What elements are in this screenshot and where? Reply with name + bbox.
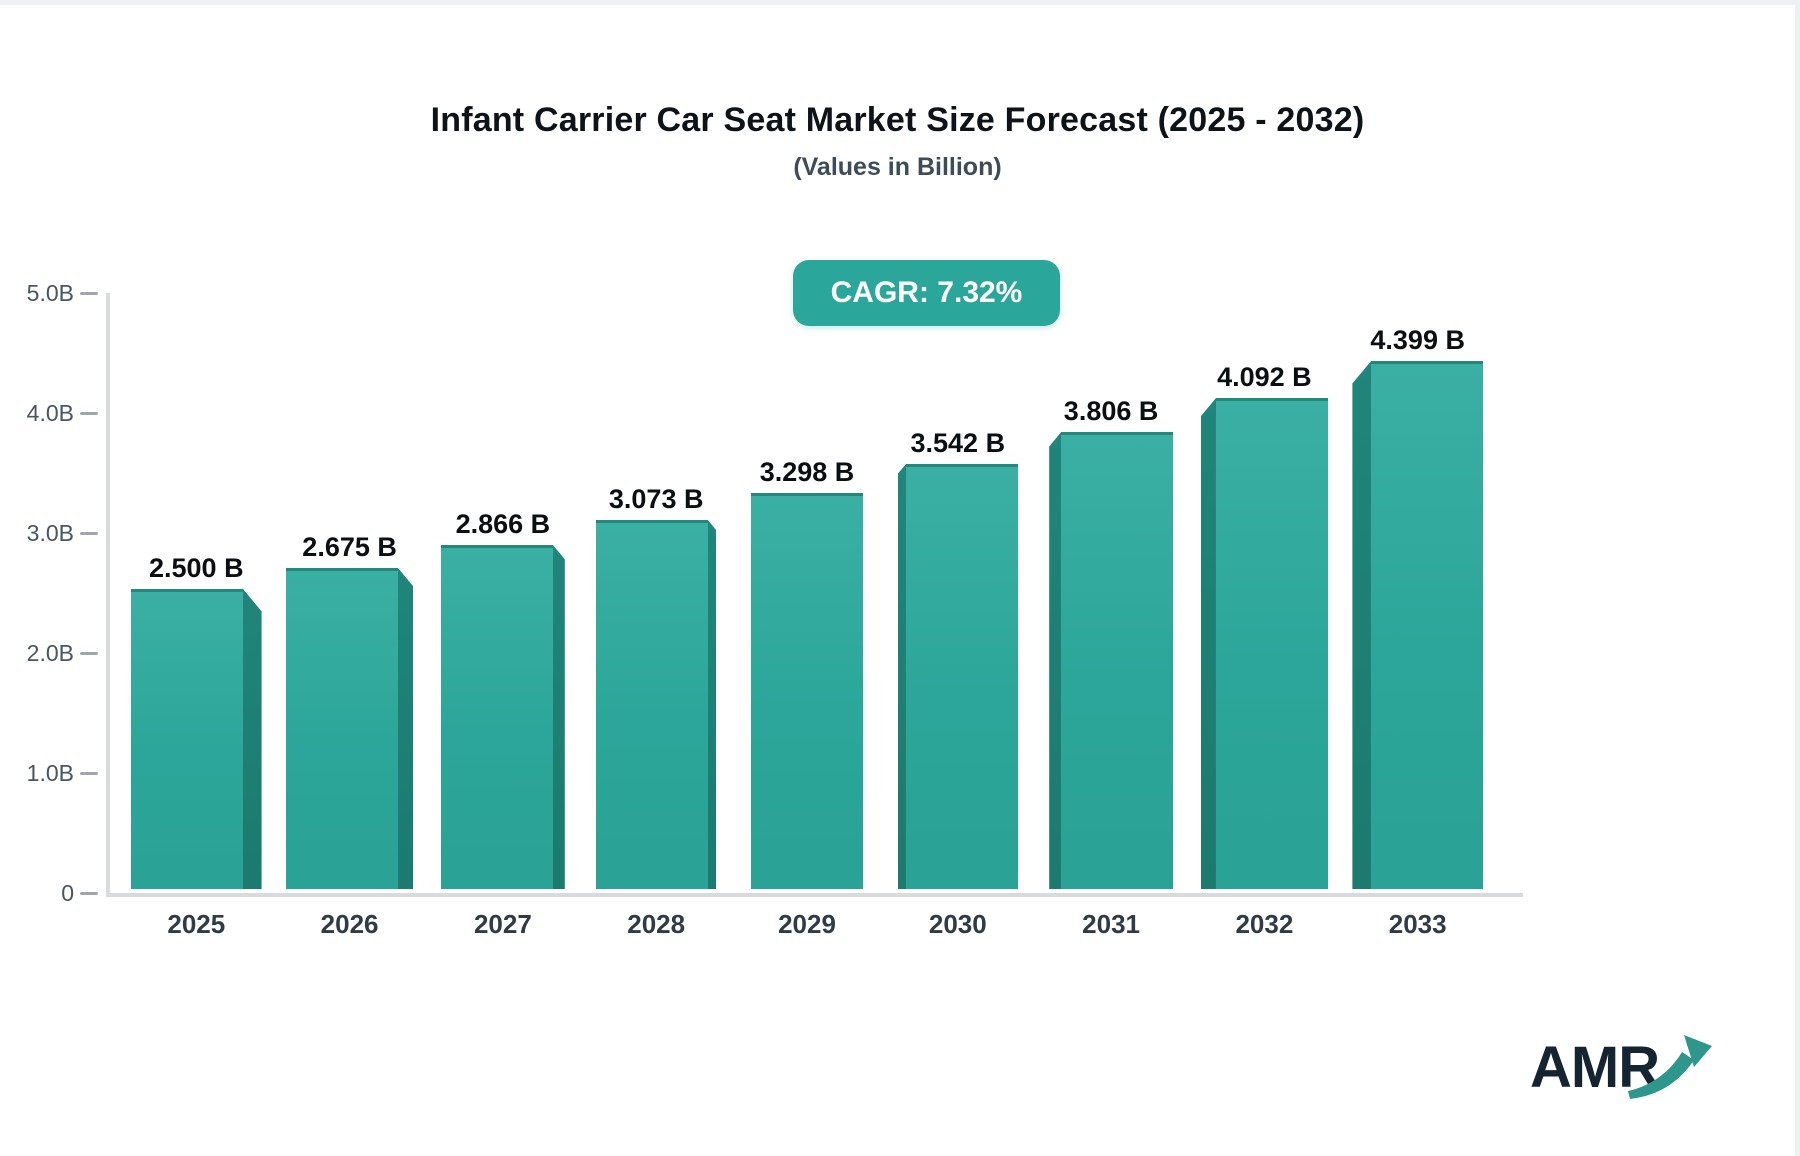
amr-logo-text: AMR <box>1530 1035 1660 1100</box>
bar-face-2029 <box>751 493 863 889</box>
x-axis-label-2033: 2033 <box>1388 909 1447 939</box>
bar-side-2033 <box>1352 361 1371 889</box>
bar-2033 <box>1352 361 1483 889</box>
bar-2025 <box>131 589 262 889</box>
bar-value-label-2032: 4.092 B <box>1217 361 1312 392</box>
y-tick-4.0B <box>80 412 98 415</box>
bar-side-2028 <box>708 520 717 889</box>
bar-face-2032 <box>1215 397 1328 889</box>
y-tick-label-5.0B: 5.0B <box>26 280 74 306</box>
x-axis-label-2031: 2031 <box>1082 909 1141 939</box>
x-axis-label-2026: 2026 <box>320 909 379 939</box>
bar-face-2026 <box>286 568 398 889</box>
y-tick-3.0B <box>80 532 98 535</box>
bar-face-2033 <box>1370 361 1483 889</box>
amr-logo: AMR <box>1530 1035 1712 1099</box>
bar-face-2031 <box>1060 432 1173 889</box>
x-axis-label-2028: 2028 <box>627 909 686 939</box>
y-tick-label-3.0B: 3.0B <box>26 520 74 546</box>
bar-value-label-2025: 2.500 B <box>149 553 244 583</box>
bar-face-2027 <box>441 545 553 889</box>
bar-chart-plot-area: 0 1.0B 2.0B 3.0B 4.0B 5.0B 2.500 B 2.675 B 2.86… <box>27 280 1523 939</box>
chart-card: Infant Carrier Car Seat Market Size Fore… <box>0 5 1797 1156</box>
bar-side-2032 <box>1200 397 1216 889</box>
bar-2032 <box>1200 397 1328 889</box>
cagr-badge-label: CAGR: 7.32% <box>830 276 1023 309</box>
bar-value-label-2027: 2.866 B <box>455 509 551 540</box>
y-tick-label-1.0B: 1.0B <box>26 760 74 786</box>
x-axis-label-2032: 2032 <box>1235 909 1294 939</box>
bar-value-label-2030: 3.542 B <box>910 427 1006 458</box>
bar-2029 <box>751 493 863 889</box>
bar-2030 <box>897 463 1018 889</box>
y-tick-1.0B <box>80 772 98 775</box>
bar-side-2030 <box>897 463 906 889</box>
bar-2027 <box>441 545 565 889</box>
bar-side-2027 <box>553 545 565 889</box>
x-axis-label-2030: 2030 <box>928 909 987 939</box>
trend-up-arrow-icon <box>1628 1035 1712 1099</box>
bar-face-2028 <box>596 520 708 889</box>
y-tick-2.0B <box>80 652 98 655</box>
y-tick-label-0: 0 <box>61 880 74 906</box>
y-tick-5.0B <box>80 292 98 295</box>
bar-2026 <box>286 568 414 889</box>
bar-2028 <box>596 520 717 889</box>
bar-face-2030 <box>905 463 1018 889</box>
bar-value-label-2029: 3.298 B <box>759 457 855 488</box>
chart-subtitle: (Values in Billion) <box>793 153 1002 181</box>
bar-face-2025 <box>131 589 243 889</box>
x-axis-baseline <box>106 893 1523 897</box>
bar-2031 <box>1049 432 1173 889</box>
bar-side-2026 <box>398 568 414 889</box>
bar-value-label-2031: 3.806 B <box>1063 396 1159 427</box>
y-tick-label-4.0B: 4.0B <box>26 400 74 426</box>
x-axis-label-2029: 2029 <box>778 909 836 939</box>
bar-value-label-2026: 2.675 B <box>302 532 397 562</box>
y-tick-0 <box>80 892 98 895</box>
cagr-badge: CAGR: 7.32% <box>793 260 1060 326</box>
y-tick-label-2.0B: 2.0B <box>26 640 74 666</box>
chart-title: Infant Carrier Car Seat Market Size Fore… <box>430 101 1365 139</box>
bar-value-label-2028: 3.073 B <box>608 484 704 515</box>
bar-side-2031 <box>1049 432 1061 889</box>
bar-side-2025 <box>243 589 262 889</box>
x-axis-label-2025: 2025 <box>167 909 226 939</box>
x-axis-label-2027: 2027 <box>473 909 532 939</box>
y-axis-line <box>106 293 110 897</box>
bar-value-label-2033: 4.399 B <box>1370 325 1465 356</box>
